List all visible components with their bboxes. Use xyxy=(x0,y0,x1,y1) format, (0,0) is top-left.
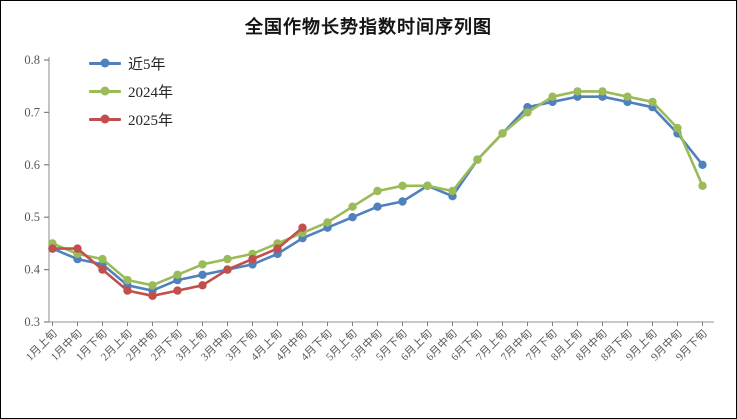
data-point-近5年 xyxy=(348,213,357,222)
data-point-2025年 xyxy=(273,244,282,253)
legend-item-近5年: 近5年 xyxy=(89,52,173,74)
y-tick-label: 0.6 xyxy=(24,158,40,172)
data-point-2025年 xyxy=(248,254,257,264)
data-point-近5年 xyxy=(198,270,207,279)
legend-marker-icon xyxy=(100,58,110,68)
data-point-2024年 xyxy=(448,186,457,196)
data-point-2024年 xyxy=(148,281,157,290)
legend-marker-icon xyxy=(100,86,110,96)
data-point-2024年 xyxy=(373,186,382,196)
data-point-2024年 xyxy=(398,181,407,190)
data-point-2025年 xyxy=(298,223,307,232)
legend: 近5年 2024年 2025年 xyxy=(89,52,173,130)
y-tick-label: 0.5 xyxy=(24,210,40,224)
chart-title: 全国作物长势指数时间序列图 xyxy=(245,17,492,37)
data-point-2024年 xyxy=(573,87,582,96)
data-point-2025年 xyxy=(173,286,182,295)
data-point-2024年 xyxy=(698,181,707,190)
data-point-2024年 xyxy=(598,87,607,96)
y-tick-label: 0.7 xyxy=(24,105,40,119)
data-point-2024年 xyxy=(123,275,132,285)
data-point-2025年 xyxy=(123,286,132,295)
data-point-2025年 xyxy=(223,265,232,274)
legend-swatch-icon xyxy=(89,58,121,68)
data-point-2024年 xyxy=(323,218,332,227)
data-point-2024年 xyxy=(473,155,482,164)
data-point-2025年 xyxy=(98,265,107,274)
data-point-2024年 xyxy=(498,129,507,138)
legend-marker-icon xyxy=(100,114,110,124)
data-point-2024年 xyxy=(173,270,182,279)
data-point-2025年 xyxy=(148,291,157,300)
data-point-近5年 xyxy=(698,160,707,169)
legend-label: 2024年 xyxy=(128,84,174,101)
data-point-近5年 xyxy=(373,202,382,211)
data-point-2024年 xyxy=(548,92,557,101)
y-tick-label: 0.4 xyxy=(24,263,40,277)
data-point-2024年 xyxy=(223,254,232,264)
legend-label: 2025年 xyxy=(128,112,174,129)
legend-label: 近5年 xyxy=(128,56,166,73)
legend-item-2025年: 2025年 xyxy=(89,108,173,130)
data-point-2024年 xyxy=(523,108,532,117)
data-point-2024年 xyxy=(198,260,207,269)
data-point-2024年 xyxy=(423,181,432,190)
y-tick-label: 0.3 xyxy=(24,315,40,329)
data-point-2025年 xyxy=(73,244,82,253)
data-point-2024年 xyxy=(648,97,657,107)
data-point-2024年 xyxy=(348,202,357,211)
y-tick-label: 0.8 xyxy=(24,53,40,67)
data-point-2025年 xyxy=(198,281,207,290)
legend-swatch-icon xyxy=(89,86,121,96)
data-point-2025年 xyxy=(48,244,57,253)
data-point-2024年 xyxy=(98,254,107,264)
legend-item-2024年: 2024年 xyxy=(89,80,173,102)
legend-swatch-icon xyxy=(89,114,121,124)
data-point-2024年 xyxy=(623,92,632,101)
data-point-近5年 xyxy=(398,197,407,206)
data-point-2024年 xyxy=(673,123,682,133)
